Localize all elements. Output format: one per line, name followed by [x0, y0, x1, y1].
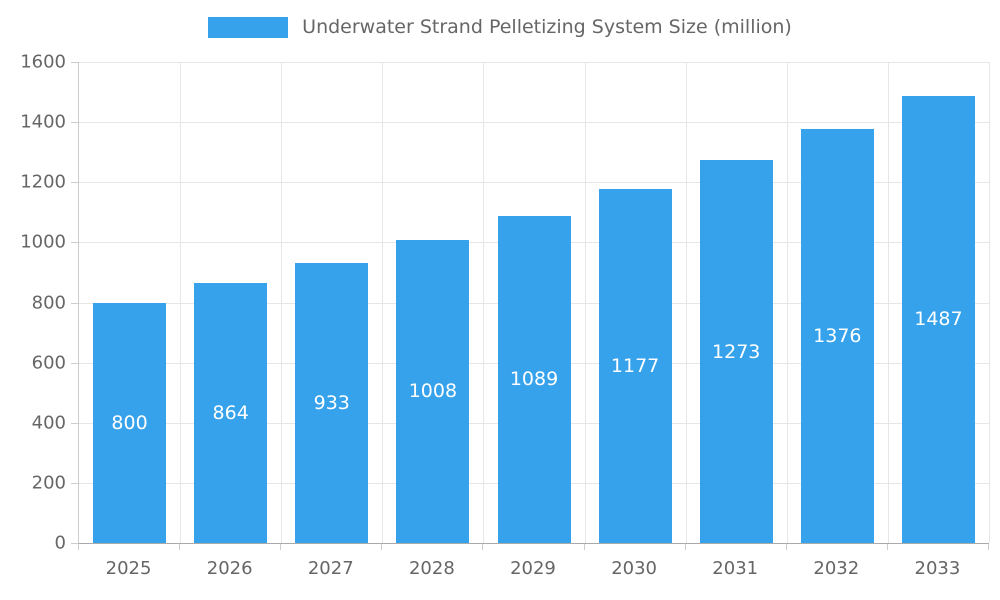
bar: 1008: [396, 239, 470, 543]
y-axis-label: 0: [54, 532, 66, 554]
bar: 864: [194, 283, 268, 543]
bar-value-label: 1376: [813, 325, 862, 348]
y-axis-label: 1000: [20, 231, 66, 253]
bar: 1089: [497, 215, 571, 543]
gridline-horizontal: [79, 62, 989, 63]
gridline-vertical: [584, 62, 586, 543]
y-axis-label: 800: [31, 292, 66, 313]
gridline-vertical: [989, 62, 990, 543]
bar: 1487: [901, 95, 975, 543]
bar: 1376: [800, 129, 874, 543]
gridline-vertical: [685, 62, 687, 543]
y-axis-tick: [71, 482, 78, 484]
x-axis-tick: [179, 544, 181, 550]
gridline-horizontal: [79, 182, 989, 184]
gridline-horizontal: [79, 122, 989, 124]
bar-value-label: 1487: [914, 308, 963, 331]
x-axis-label: 2031: [712, 558, 759, 579]
y-axis-label: 200: [31, 472, 66, 494]
plot-area: 800 864 933 1008 1089 1177 1273 1376 1487: [78, 62, 990, 544]
bar-value-label: 1273: [712, 340, 761, 363]
chart-legend[interactable]: Underwater Strand Pelletizing System Siz…: [0, 16, 1000, 38]
x-axis-tick: [280, 544, 282, 550]
bar-value-label: 1089: [509, 368, 559, 391]
gridline-vertical: [281, 62, 283, 543]
bar: 1273: [699, 160, 773, 543]
y-axis-tick: [71, 62, 78, 63]
x-axis-label: 2027: [307, 558, 354, 579]
bar-value-label: 800: [111, 411, 148, 434]
bar-value-label: 864: [212, 402, 249, 425]
x-axis-tick: [988, 544, 989, 550]
x-axis-label: 2028: [408, 558, 455, 579]
gridline-vertical: [887, 62, 889, 543]
y-axis-tick: [71, 122, 78, 124]
y-axis-tick: [71, 182, 78, 184]
bar: 933: [295, 262, 369, 543]
gridline-vertical: [483, 62, 485, 543]
x-axis-tick: [583, 544, 585, 550]
y-axis-tick: [71, 302, 78, 304]
x-axis-tick: [78, 544, 79, 550]
x-axis-tick: [482, 544, 484, 550]
x-axis-tick: [785, 544, 787, 550]
legend-swatch: [208, 16, 289, 38]
x-axis-label: 2032: [813, 558, 860, 579]
bar: 1177: [598, 189, 672, 543]
y-axis-tick: [71, 362, 78, 364]
gridline-vertical: [786, 62, 788, 543]
x-axis-tick: [886, 544, 888, 550]
y-axis-tick: [71, 543, 78, 544]
x-axis-label: 2026: [206, 558, 253, 579]
y-axis-tick: [71, 422, 78, 424]
x-axis-tick: [684, 544, 686, 550]
y-axis-label: 600: [31, 352, 66, 374]
legend-label: Underwater Strand Pelletizing System Siz…: [302, 16, 792, 38]
gridline-vertical: [382, 62, 384, 543]
y-axis-label: 1400: [20, 111, 66, 133]
y-axis-label: 1600: [20, 51, 66, 73]
bar-value-label: 933: [313, 391, 350, 414]
y-axis-label: 1200: [20, 171, 66, 193]
y-axis-tick: [71, 242, 78, 244]
y-axis-label: 400: [31, 412, 66, 434]
bar-value-label: 1008: [408, 380, 458, 403]
x-axis-tick: [381, 544, 383, 550]
x-axis-label: 2029: [510, 558, 556, 579]
bar-value-label: 1177: [610, 355, 660, 378]
x-axis-label: 2033: [914, 558, 961, 579]
bar: 800: [93, 302, 167, 543]
gridline-vertical: [180, 62, 182, 543]
x-axis-label: 2030: [611, 558, 657, 579]
x-axis-label: 2025: [105, 558, 152, 579]
